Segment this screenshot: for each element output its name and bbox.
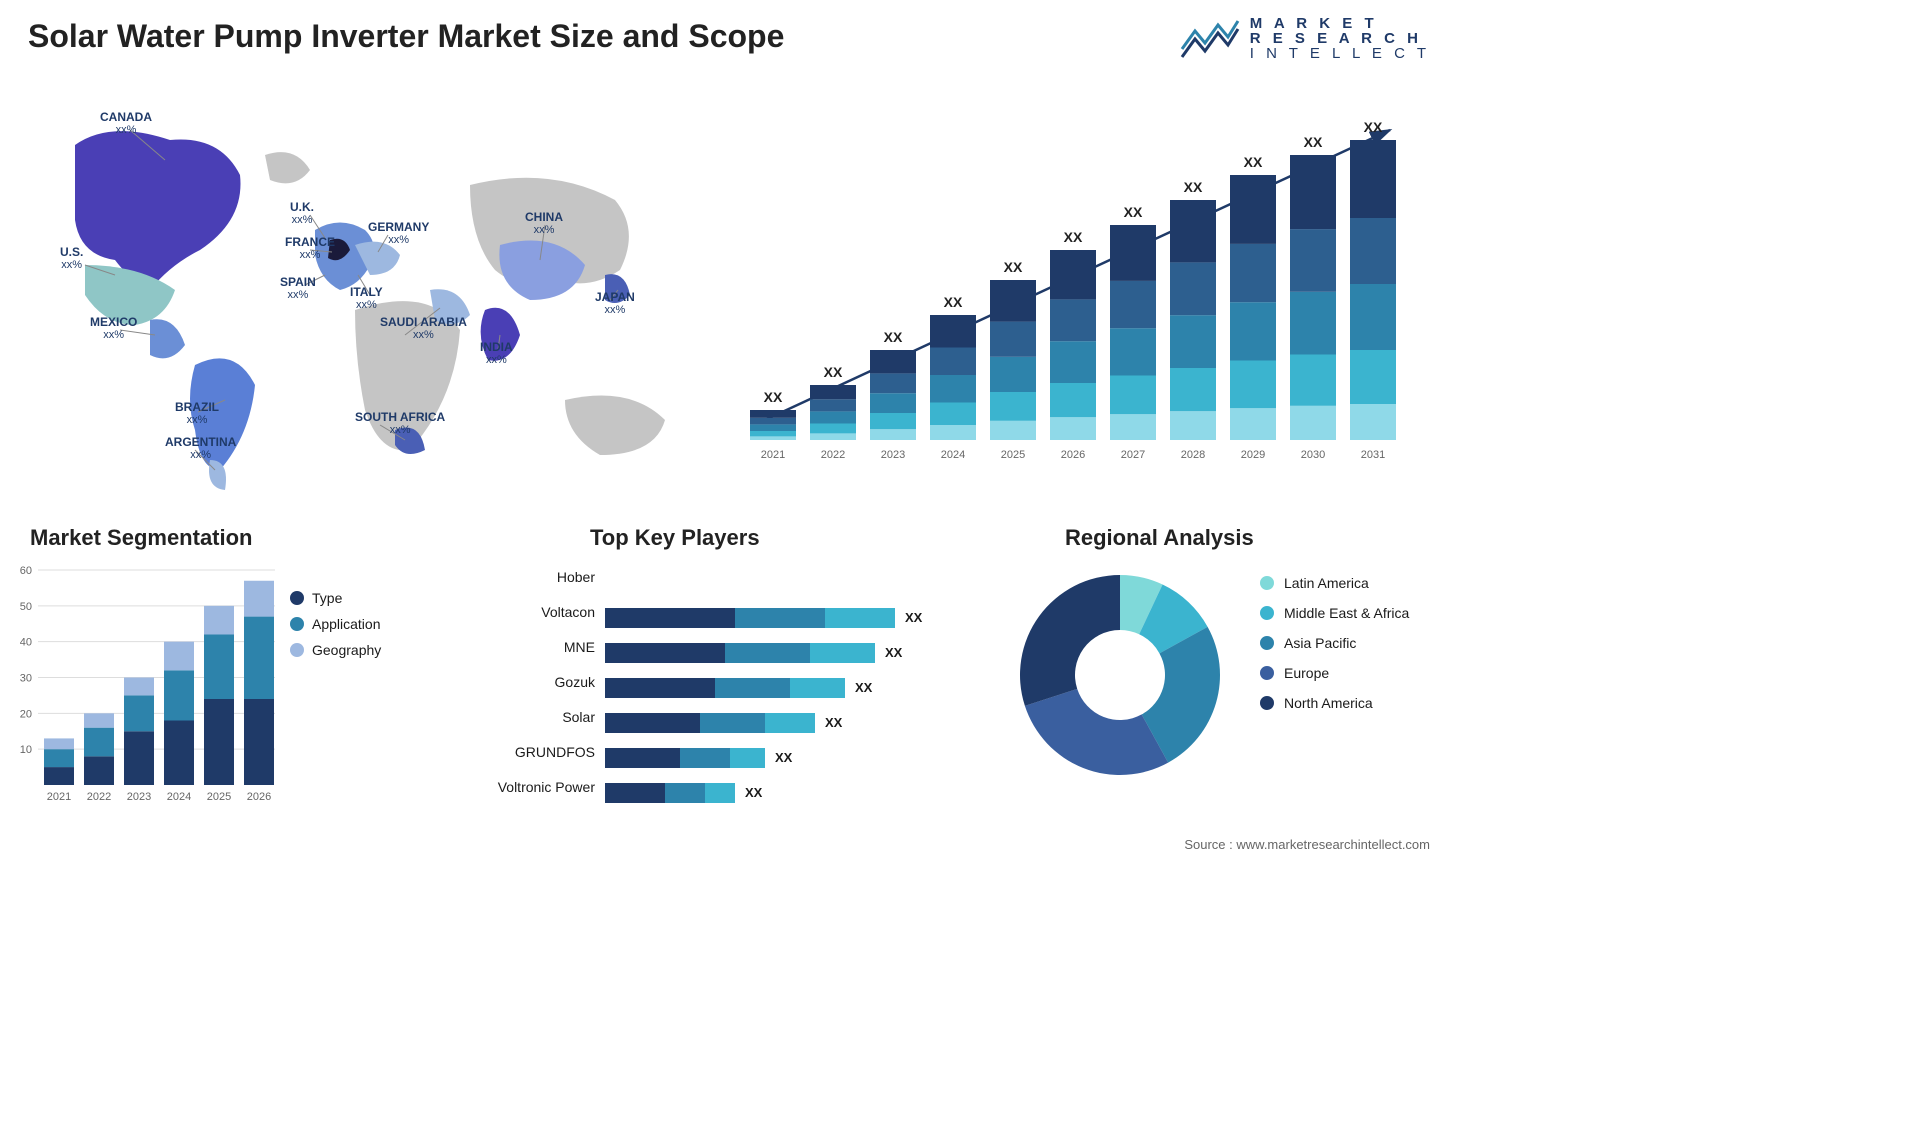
players-bars: XXXXXXXXXXXX — [605, 565, 955, 810]
legend-item: Application — [290, 616, 381, 632]
legend-item: Asia Pacific — [1260, 635, 1409, 651]
svg-text:2028: 2028 — [1181, 449, 1205, 461]
player-name: GRUNDFOS — [475, 735, 595, 770]
svg-text:2029: 2029 — [1241, 449, 1265, 461]
svg-text:XX: XX — [944, 294, 963, 310]
segmentation-title: Market Segmentation — [30, 525, 253, 551]
country-label: FRANCExx% — [285, 235, 335, 263]
country-label: INDIAxx% — [480, 340, 513, 368]
svg-text:XX: XX — [1304, 134, 1323, 150]
svg-text:2031: 2031 — [1361, 449, 1385, 461]
regional-legend: Latin America Middle East & Africa Asia Pa… — [1260, 575, 1409, 725]
country-label: CHINAxx% — [525, 210, 563, 238]
svg-text:2027: 2027 — [1121, 449, 1145, 461]
page-title: Solar Water Pump Inverter Market Size an… — [28, 18, 784, 55]
svg-text:2025: 2025 — [207, 791, 231, 803]
player-bar-row: XX — [605, 775, 955, 810]
player-name: MNE — [475, 630, 595, 665]
svg-text:2022: 2022 — [821, 449, 845, 461]
country-label: CANADAxx% — [100, 110, 152, 138]
country-label: JAPANxx% — [595, 290, 635, 318]
growth-chart-svg: XX 2021 XX 2022 XX 2023 XX 2024 XX 2025 XX 2026 XX 20… — [740, 100, 1420, 480]
world-map: CANADAxx% U.S.xx% MEXICOxx% BRAZILxx% ARGENT… — [20, 90, 710, 490]
svg-text:40: 40 — [20, 637, 32, 649]
player-name: Solar — [475, 700, 595, 735]
segmentation-chart: 10 20 30 40 50 60 2021 2022 2023 2024 2025 2026 — [10, 560, 280, 810]
player-name: Gozuk — [475, 665, 595, 700]
player-bar-row: XX — [605, 635, 955, 670]
legend-item: Type — [290, 590, 381, 606]
svg-text:2024: 2024 — [941, 449, 965, 461]
svg-text:XX: XX — [1244, 154, 1263, 170]
svg-text:XX: XX — [1064, 229, 1083, 245]
logo-icon — [1180, 19, 1240, 59]
player-name: Hober — [475, 560, 595, 595]
svg-text:2024: 2024 — [167, 791, 191, 803]
country-label: ARGENTINAxx% — [165, 435, 236, 463]
svg-text:XX: XX — [1184, 179, 1203, 195]
svg-text:50: 50 — [20, 601, 32, 613]
svg-text:2021: 2021 — [47, 791, 71, 803]
brand-logo: M A R K E T R E S E A R C H I N T E L L … — [1180, 16, 1430, 61]
legend-item: Geography — [290, 642, 381, 658]
legend-item: Europe — [1260, 665, 1409, 681]
svg-text:XX: XX — [1124, 204, 1143, 220]
country-label: SOUTH AFRICAxx% — [355, 410, 445, 438]
regional-donut — [1005, 560, 1235, 790]
country-label: BRAZILxx% — [175, 400, 219, 428]
players-title: Top Key Players — [590, 525, 760, 551]
svg-text:2023: 2023 — [881, 449, 905, 461]
svg-text:2030: 2030 — [1301, 449, 1325, 461]
svg-text:20: 20 — [20, 708, 32, 720]
player-name: Voltacon — [475, 595, 595, 630]
svg-text:XX: XX — [1364, 119, 1383, 135]
growth-bar-chart: XX 2021 XX 2022 XX 2023 XX 2024 XX 2025 XX 2026 XX 20… — [740, 100, 1420, 480]
player-bar-row: XX — [605, 705, 955, 740]
legend-item: Latin America — [1260, 575, 1409, 591]
player-name: Voltronic Power — [475, 770, 595, 805]
country-label: MEXICOxx% — [90, 315, 137, 343]
svg-text:60: 60 — [20, 565, 32, 577]
country-label: U.K.xx% — [290, 200, 314, 228]
player-bar-row: XX — [605, 740, 955, 775]
svg-text:2022: 2022 — [87, 791, 111, 803]
svg-text:XX: XX — [884, 329, 903, 345]
donut-svg — [1005, 560, 1235, 790]
country-label: SPAINxx% — [280, 275, 316, 303]
legend-item: North America — [1260, 695, 1409, 711]
source-text: Source : www.marketresearchintellect.com — [1184, 837, 1430, 852]
segmentation-chart-svg: 10 20 30 40 50 60 2021 2022 2023 2024 2025 2026 — [10, 560, 280, 810]
svg-text:XX: XX — [824, 364, 843, 380]
country-label: SAUDI ARABIAxx% — [380, 315, 467, 343]
segmentation-legend: Type Application Geography — [290, 590, 381, 668]
svg-text:2026: 2026 — [247, 791, 271, 803]
svg-text:10: 10 — [20, 744, 32, 756]
svg-text:2021: 2021 — [761, 449, 785, 461]
country-label: GERMANYxx% — [368, 220, 429, 248]
legend-item: Middle East & Africa — [1260, 605, 1409, 621]
player-bar-row: XX — [605, 670, 955, 705]
players-list: HoberVoltaconMNEGozukSolarGRUNDFOSVoltro… — [475, 560, 595, 805]
country-label: ITALYxx% — [350, 285, 383, 313]
country-label: U.S.xx% — [60, 245, 83, 273]
player-bar-row: XX — [605, 600, 955, 635]
regional-title: Regional Analysis — [1065, 525, 1254, 551]
svg-text:2023: 2023 — [127, 791, 151, 803]
svg-text:2025: 2025 — [1001, 449, 1025, 461]
svg-text:30: 30 — [20, 673, 32, 685]
svg-text:XX: XX — [764, 389, 783, 405]
svg-text:XX: XX — [1004, 259, 1023, 275]
logo-text: M A R K E T R E S E A R C H I N T E L L … — [1250, 16, 1430, 61]
svg-text:2026: 2026 — [1061, 449, 1085, 461]
